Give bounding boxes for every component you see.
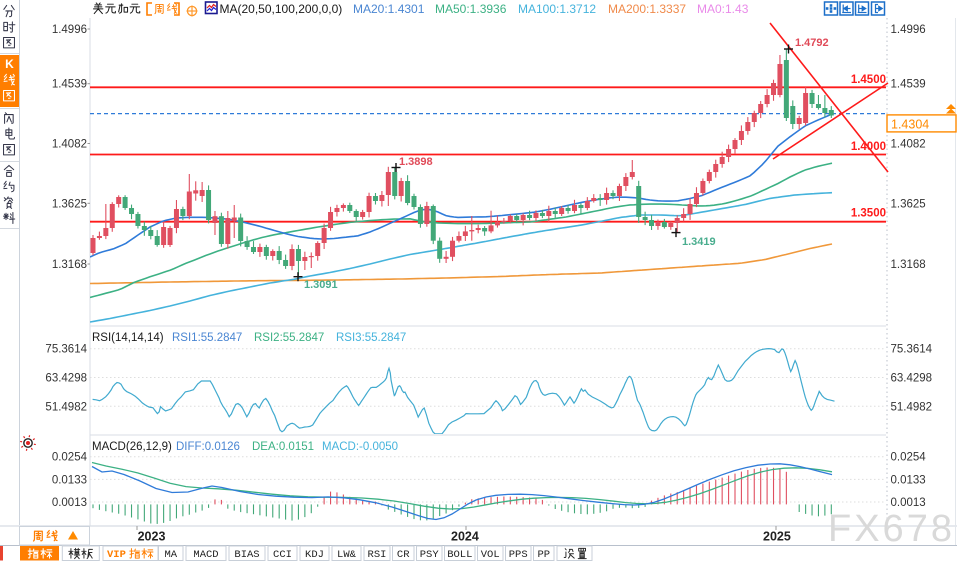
svg-text:1.4000: 1.4000 — [851, 141, 886, 153]
svg-text:DEA:0.0151: DEA:0.0151 — [252, 441, 314, 453]
svg-text:0.0133: 0.0133 — [891, 474, 926, 486]
svg-text:RSI: RSI — [368, 549, 387, 561]
svg-text:1.4996: 1.4996 — [52, 24, 87, 36]
svg-text:RSI1:55.2847: RSI1:55.2847 — [172, 332, 242, 344]
svg-text:1.4082: 1.4082 — [52, 139, 87, 151]
svg-text:1.4082: 1.4082 — [891, 139, 926, 151]
svg-text:DIFF:0.0126: DIFF:0.0126 — [176, 441, 240, 453]
svg-text:BOLL: BOLL — [447, 549, 472, 561]
svg-text:KDJ: KDJ — [305, 549, 324, 561]
svg-text:1.3625: 1.3625 — [52, 198, 87, 210]
svg-text:0.0254: 0.0254 — [52, 452, 88, 464]
svg-text:MA100:1.3712: MA100:1.3712 — [518, 2, 596, 16]
svg-text:VOL: VOL — [481, 549, 500, 561]
svg-text:1.3500: 1.3500 — [851, 208, 886, 220]
svg-text:MA200:1.3337: MA200:1.3337 — [608, 2, 686, 16]
svg-text:1.4500: 1.4500 — [851, 74, 886, 86]
svg-text:2025: 2025 — [763, 530, 791, 544]
svg-text:1.4539: 1.4539 — [891, 79, 926, 91]
svg-text:0.0013: 0.0013 — [52, 497, 87, 509]
svg-text:1.3168: 1.3168 — [891, 259, 926, 271]
svg-text:VIP: VIP — [107, 549, 126, 561]
svg-text:1.4996: 1.4996 — [891, 24, 926, 36]
svg-text:75.3614: 75.3614 — [45, 344, 87, 356]
svg-text:RSI(14,14,14): RSI(14,14,14) — [92, 332, 164, 344]
svg-text:75.3614: 75.3614 — [891, 344, 933, 356]
svg-text:RSI3:55.2847: RSI3:55.2847 — [336, 332, 406, 344]
svg-text:1.3898: 1.3898 — [399, 156, 433, 168]
svg-text:CCI: CCI — [273, 549, 292, 561]
svg-text:1.4539: 1.4539 — [52, 79, 87, 91]
svg-text:MACD: MACD — [193, 549, 218, 561]
svg-text:2024: 2024 — [451, 530, 479, 544]
svg-text:PP: PP — [537, 549, 550, 561]
svg-text:1.3625: 1.3625 — [891, 198, 926, 210]
svg-text:2023: 2023 — [138, 530, 166, 544]
svg-text:1.3419: 1.3419 — [682, 236, 716, 248]
svg-text:MA: MA — [164, 549, 177, 561]
svg-text:0.0133: 0.0133 — [52, 474, 87, 486]
svg-text:1.4304: 1.4304 — [891, 117, 929, 131]
svg-text:RSI2:55.2847: RSI2:55.2847 — [254, 332, 324, 344]
svg-text:51.4982: 51.4982 — [45, 401, 87, 413]
svg-text:0.0254: 0.0254 — [891, 452, 927, 464]
svg-text:51.4982: 51.4982 — [891, 401, 933, 413]
svg-text:CR: CR — [397, 549, 410, 561]
svg-text:BIAS: BIAS — [234, 549, 259, 561]
svg-text:1.3091: 1.3091 — [304, 279, 338, 291]
svg-text:0.0013: 0.0013 — [891, 497, 926, 509]
svg-text:MA50:1.3936: MA50:1.3936 — [435, 2, 507, 16]
svg-text:1.3168: 1.3168 — [52, 259, 87, 271]
svg-text:PPS: PPS — [509, 549, 528, 561]
svg-text:MACD(26,12,9): MACD(26,12,9) — [92, 441, 172, 453]
svg-text:MACD:-0.0050: MACD:-0.0050 — [322, 441, 398, 453]
svg-text:63.4298: 63.4298 — [891, 373, 933, 385]
svg-text:MA(20,50,100,200,0,0): MA(20,50,100,200,0,0) — [220, 2, 343, 16]
svg-text:63.4298: 63.4298 — [45, 373, 87, 385]
svg-text:PSY: PSY — [420, 549, 440, 561]
svg-text:MA0:1.43: MA0:1.43 — [697, 2, 749, 16]
svg-text:K: K — [5, 57, 14, 71]
svg-text:MA20:1.4301: MA20:1.4301 — [353, 2, 425, 16]
svg-text:1.4792: 1.4792 — [795, 37, 829, 49]
svg-text:LW&: LW& — [337, 549, 357, 561]
svg-text:FX678: FX678 — [828, 508, 955, 550]
